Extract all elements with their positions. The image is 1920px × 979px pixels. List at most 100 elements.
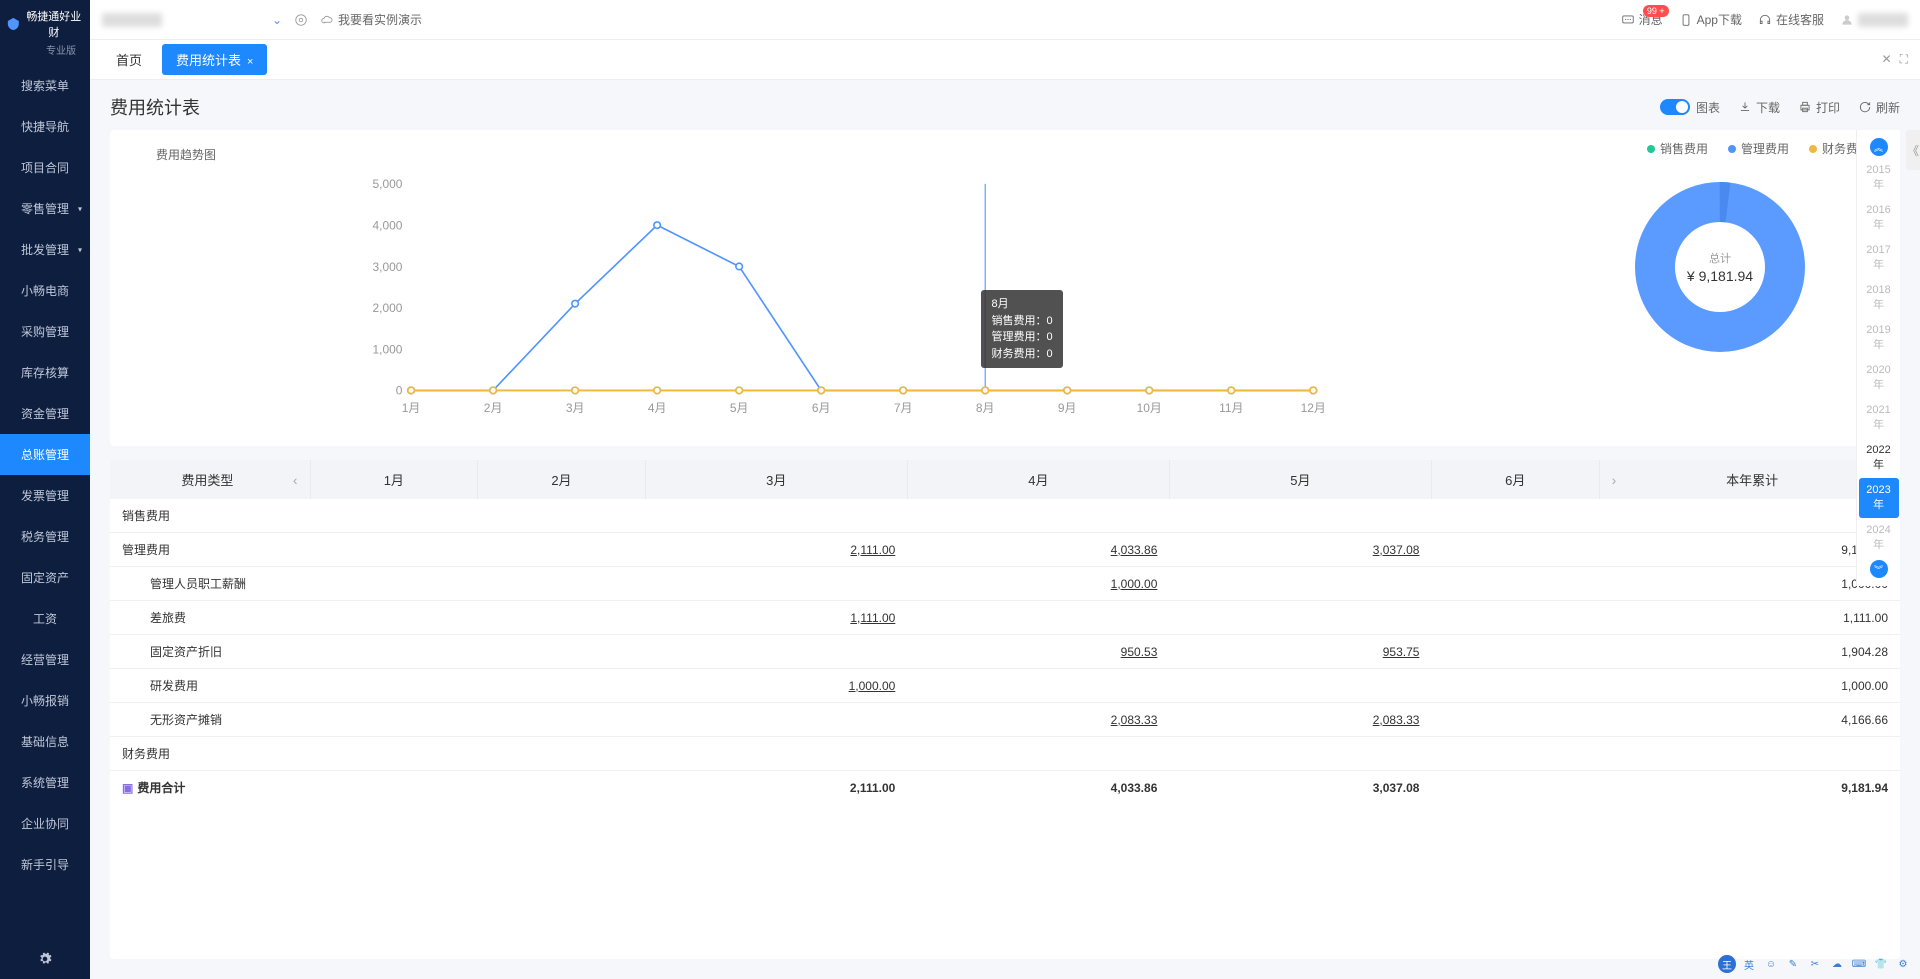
prev-month-icon[interactable]: ‹ bbox=[293, 472, 298, 488]
cell-value[interactable]: 953.75 bbox=[1383, 645, 1420, 659]
cell-value[interactable]: 1,000.00 bbox=[1111, 577, 1158, 591]
sidebar-item-1[interactable]: 快捷导航 bbox=[0, 106, 90, 147]
tab-close-all-icon[interactable]: ✕ bbox=[1882, 52, 1892, 67]
year-scroll-down-icon[interactable]: ︾ bbox=[1870, 560, 1888, 578]
year-item[interactable]: 2016年 bbox=[1859, 198, 1899, 238]
table-row: 管理费用2,111.004,033.863,037.089,181.94 bbox=[110, 533, 1900, 567]
cell-value[interactable]: 4,033.86 bbox=[1111, 543, 1158, 557]
gear-icon bbox=[38, 952, 52, 966]
ime-lang-icon[interactable]: 英 bbox=[1740, 955, 1758, 973]
row-total: 1,111.00 bbox=[1599, 601, 1900, 635]
ime-person-icon[interactable]: 👕 bbox=[1872, 955, 1890, 973]
sidebar-item-15[interactable]: 小畅报销 bbox=[0, 680, 90, 721]
ime-keyboard-icon[interactable]: ⌨ bbox=[1850, 955, 1868, 973]
chart-panel: 费用趋势图 5,0004,0003,0002,0001,00001月2月3月4月… bbox=[110, 130, 1900, 446]
table-header: 4月 bbox=[907, 460, 1169, 499]
sidebar-item-14[interactable]: 经营管理 bbox=[0, 639, 90, 680]
legend-dot-icon bbox=[1809, 145, 1817, 153]
download-button[interactable]: 下载 bbox=[1738, 99, 1780, 116]
messages-button[interactable]: 消息 99 + bbox=[1621, 11, 1663, 28]
cloud-icon bbox=[320, 13, 334, 27]
sum-icon: ▣ bbox=[122, 781, 133, 795]
table-header: 1月 bbox=[310, 460, 478, 499]
ime-smile-icon[interactable]: ☺ bbox=[1762, 955, 1780, 973]
cell-value[interactable]: 950.53 bbox=[1121, 645, 1158, 659]
chart-toggle[interactable]: 图表 bbox=[1660, 99, 1720, 116]
row-total bbox=[1599, 499, 1900, 533]
sidebar-item-3[interactable]: 零售管理▾ bbox=[0, 188, 90, 229]
year-item[interactable]: 2024年 bbox=[1859, 518, 1899, 558]
sidebar-item-2[interactable]: 项目合同 bbox=[0, 147, 90, 188]
year-item[interactable]: 2022年 bbox=[1859, 438, 1899, 478]
svg-text:2月: 2月 bbox=[484, 401, 503, 415]
cell-value[interactable]: 1,000.00 bbox=[849, 679, 896, 693]
year-scroll-up-icon[interactable]: ︽ bbox=[1870, 138, 1888, 156]
download-label: 下载 bbox=[1756, 99, 1780, 116]
app-download-button[interactable]: App下载 bbox=[1679, 11, 1742, 28]
row-total: 1,904.28 bbox=[1599, 635, 1900, 669]
tab-0[interactable]: 首页 bbox=[102, 44, 156, 75]
tab-1[interactable]: 费用统计表× bbox=[162, 44, 267, 75]
settings-icon[interactable] bbox=[294, 13, 308, 27]
sidebar-item-4[interactable]: 批发管理▾ bbox=[0, 229, 90, 270]
legend-item-sales[interactable]: 销售费用 bbox=[1647, 140, 1708, 157]
close-icon[interactable]: × bbox=[247, 56, 253, 68]
sidebar-item-9[interactable]: 总账管理 bbox=[0, 434, 90, 475]
sidebar-settings[interactable] bbox=[0, 942, 90, 979]
ime-scissors-icon[interactable]: ✂ bbox=[1806, 955, 1824, 973]
year-item[interactable]: 2021年 bbox=[1859, 398, 1899, 438]
year-item[interactable]: 2017年 bbox=[1859, 238, 1899, 278]
donut-value: ¥ 9,181.94 bbox=[1687, 268, 1753, 284]
mobile-icon bbox=[1679, 13, 1693, 27]
ime-cloud-icon[interactable]: ☁ bbox=[1828, 955, 1846, 973]
svg-text:9月: 9月 bbox=[1058, 401, 1077, 415]
line-chart-title: 费用趋势图 bbox=[130, 140, 1540, 173]
year-item[interactable]: 2020年 bbox=[1859, 358, 1899, 398]
ime-edit-icon[interactable]: ✎ bbox=[1784, 955, 1802, 973]
demo-link[interactable]: 我要看实例演示 bbox=[320, 11, 422, 28]
brand-logo: 畅捷通好业财 专业版 bbox=[0, 0, 90, 65]
sidebar-item-17[interactable]: 系统管理 bbox=[0, 762, 90, 803]
content: 费用统计表 图表 下载 打印 bbox=[90, 80, 1920, 979]
year-item[interactable]: 2019年 bbox=[1859, 318, 1899, 358]
support-button[interactable]: 在线客服 bbox=[1758, 11, 1824, 28]
org-selector[interactable]: ⌄ bbox=[102, 13, 282, 27]
row-label: 固定资产折旧 bbox=[122, 645, 222, 659]
tab-expand-icon[interactable]: ⛶ bbox=[1900, 52, 1908, 67]
refresh-button[interactable]: 刷新 bbox=[1858, 99, 1900, 116]
table-header: ›本年累计 bbox=[1599, 460, 1900, 499]
sidebar-item-0[interactable]: 搜索菜单 bbox=[0, 65, 90, 106]
print-button[interactable]: 打印 bbox=[1798, 99, 1840, 116]
cell-value[interactable]: 3,037.08 bbox=[1373, 543, 1420, 557]
legend-item-admin[interactable]: 管理费用 bbox=[1728, 140, 1789, 157]
cell-value[interactable]: 2,083.33 bbox=[1373, 713, 1420, 727]
sidebar-item-19[interactable]: 新手引导 bbox=[0, 844, 90, 885]
year-item[interactable]: 2018年 bbox=[1859, 278, 1899, 318]
cell-value[interactable]: 1,111.00 bbox=[850, 611, 895, 625]
sidebar-item-13[interactable]: 工资 bbox=[0, 598, 90, 639]
chevron-down-icon: ▾ bbox=[78, 204, 82, 213]
ime-main-icon[interactable]: 王 bbox=[1718, 955, 1736, 973]
sidebar-item-10[interactable]: 发票管理 bbox=[0, 475, 90, 516]
user-menu[interactable] bbox=[1840, 13, 1908, 27]
chevron-down-icon: ▾ bbox=[78, 245, 82, 254]
sidebar-item-18[interactable]: 企业协同 bbox=[0, 803, 90, 844]
drawer-handle[interactable]: 《 bbox=[1906, 130, 1920, 170]
sidebar-item-16[interactable]: 基础信息 bbox=[0, 721, 90, 762]
sidebar-item-12[interactable]: 固定资产 bbox=[0, 557, 90, 598]
sidebar-item-5[interactable]: 小畅电商 bbox=[0, 270, 90, 311]
year-item[interactable]: 2015年 bbox=[1859, 158, 1899, 198]
sidebar-item-8[interactable]: 资金管理 bbox=[0, 393, 90, 434]
cell-value[interactable]: 2,083.33 bbox=[1111, 713, 1158, 727]
sidebar-item-7[interactable]: 库存核算 bbox=[0, 352, 90, 393]
sidebar-item-11[interactable]: 税务管理 bbox=[0, 516, 90, 557]
row-total: 1,000.00 bbox=[1599, 567, 1900, 601]
headset-icon bbox=[1758, 13, 1772, 27]
year-item[interactable]: 2023年 bbox=[1859, 478, 1899, 518]
svg-text:5月: 5月 bbox=[730, 401, 749, 415]
cell-value[interactable]: 2,111.00 bbox=[850, 543, 895, 557]
ime-gear-icon[interactable]: ⚙ bbox=[1894, 955, 1912, 973]
svg-text:5,000: 5,000 bbox=[373, 177, 403, 191]
sidebar-item-6[interactable]: 采购管理 bbox=[0, 311, 90, 352]
table-row: 差旅费1,111.001,111.00 bbox=[110, 601, 1900, 635]
